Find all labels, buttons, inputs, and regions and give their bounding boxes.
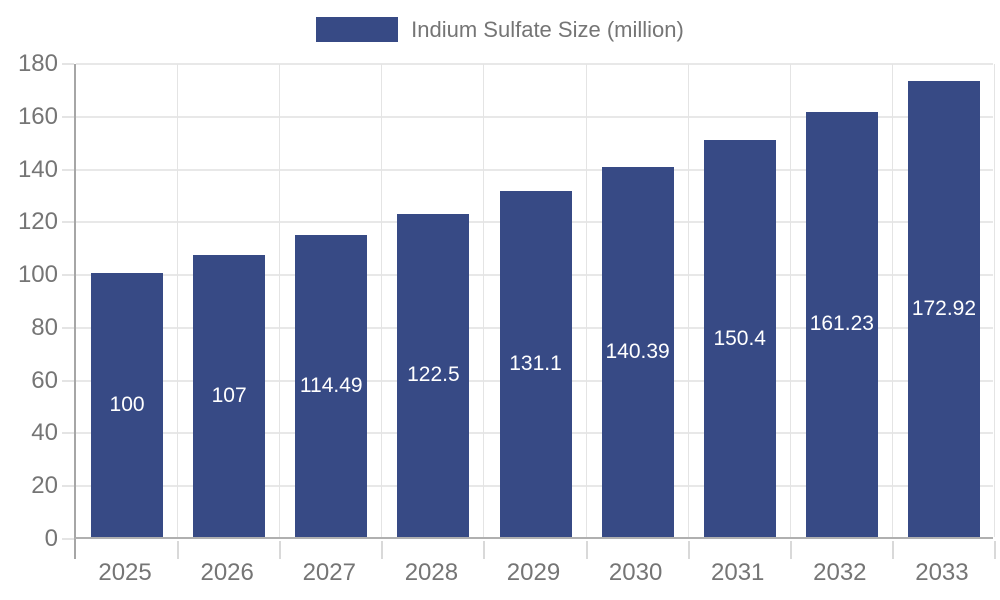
x-axis-label-2029: 2029 — [506, 559, 561, 586]
bar-value-label-2030: 140.39 — [605, 339, 670, 363]
gridline-x-1 — [177, 64, 179, 537]
y-axis-tick-20 — [62, 485, 74, 488]
bar-2032: 161.23 — [805, 111, 878, 537]
gridline-x-6 — [687, 64, 689, 537]
x-axis-tick-7 — [789, 541, 792, 559]
x-axis-tick-8 — [891, 541, 894, 559]
x-axis-label-2030: 2030 — [608, 559, 663, 586]
y-axis-tick-80 — [62, 326, 74, 329]
y-axis-tick-160 — [62, 115, 74, 118]
bar-2026: 107 — [193, 254, 266, 537]
y-axis-label-40: 40 — [31, 419, 58, 447]
y-axis-label-140: 140 — [17, 155, 58, 183]
bar-value-label-2033: 172.92 — [911, 296, 977, 320]
bar-value-label-2027: 114.49 — [299, 373, 363, 397]
x-axis-label-2025: 2025 — [98, 559, 152, 586]
y-axis-label-100: 100 — [17, 261, 58, 289]
x-axis-tick-2 — [279, 541, 282, 559]
bar-value-label-2029: 131.1 — [509, 352, 562, 376]
y-axis-tick-140 — [62, 168, 74, 171]
x-axis-label-2027: 2027 — [302, 559, 356, 586]
x-axis-label-2032: 2032 — [813, 559, 867, 586]
y-axis-label-80: 80 — [31, 313, 58, 341]
y-axis-tick-100 — [62, 274, 74, 277]
legend-item[interactable]: Indium Sulfate Size (million) — [0, 17, 1000, 42]
bar-value-label-2032: 161.23 — [809, 312, 874, 336]
legend-label: Indium Sulfate Size (million) — [411, 17, 684, 42]
y-axis-label-120: 120 — [17, 208, 58, 236]
gridline-x-4 — [483, 64, 485, 537]
bar-value-label-2026: 107 — [211, 383, 247, 407]
y-axis-label-160: 160 — [17, 102, 58, 130]
y-axis-bottom-tick — [74, 539, 76, 559]
bar-2031: 150.4 — [703, 140, 776, 537]
y-axis-label-20: 20 — [31, 472, 58, 500]
x-axis-tick-5 — [585, 541, 588, 559]
bar-2033: 172.92 — [907, 80, 980, 537]
x-axis-label-2028: 2028 — [404, 559, 459, 586]
y-axis-label-180: 180 — [17, 50, 58, 77]
x-axis-label-2033: 2033 — [915, 559, 969, 586]
gridline-y-160 — [76, 115, 993, 118]
y-axis-tick-180 — [62, 63, 74, 65]
bar-value-label-2025: 100 — [109, 393, 145, 417]
x-axis-tick-1 — [177, 541, 180, 559]
x-axis-tick-4 — [483, 541, 486, 559]
gridline-x-9 — [994, 64, 995, 537]
bar-2028: 122.5 — [397, 213, 470, 537]
legend-swatch-icon — [316, 17, 399, 42]
y-axis-tick-60 — [62, 379, 74, 382]
x-axis-tick-9 — [994, 541, 996, 559]
bar-value-label-2031: 150.4 — [713, 326, 766, 350]
gridline-y-180 — [76, 63, 993, 65]
gridline-x-2 — [279, 64, 281, 537]
y-axis-tick-120 — [62, 221, 74, 224]
gridline-y-140 — [76, 168, 993, 171]
bar-2030: 140.39 — [601, 166, 674, 537]
bar-2025: 100 — [91, 273, 164, 537]
gridline-x-8 — [891, 64, 893, 537]
bar-value-label-2028: 122.5 — [407, 363, 460, 387]
plot-area: 100 107 114.49 122.5 131.1 140.39 150.4 161.23 1… — [62, 63, 996, 559]
y-axis-tick-0 — [62, 538, 74, 540]
y-axis-label-60: 60 — [31, 366, 58, 394]
x-axis-tick-6 — [687, 541, 690, 559]
x-axis-tick-3 — [381, 541, 384, 559]
bar-2027: 114.49 — [295, 234, 368, 537]
gridline-x-3 — [381, 64, 383, 537]
gridline-x-7 — [789, 64, 791, 537]
gridline-x-5 — [585, 64, 587, 537]
y-axis-tick-40 — [62, 432, 74, 435]
x-axis-label-2031: 2031 — [711, 559, 765, 586]
x-axis-label-2026: 2026 — [200, 559, 254, 586]
y-axis-label-0: 0 — [44, 525, 58, 552]
bar-2029: 131.1 — [499, 191, 572, 537]
